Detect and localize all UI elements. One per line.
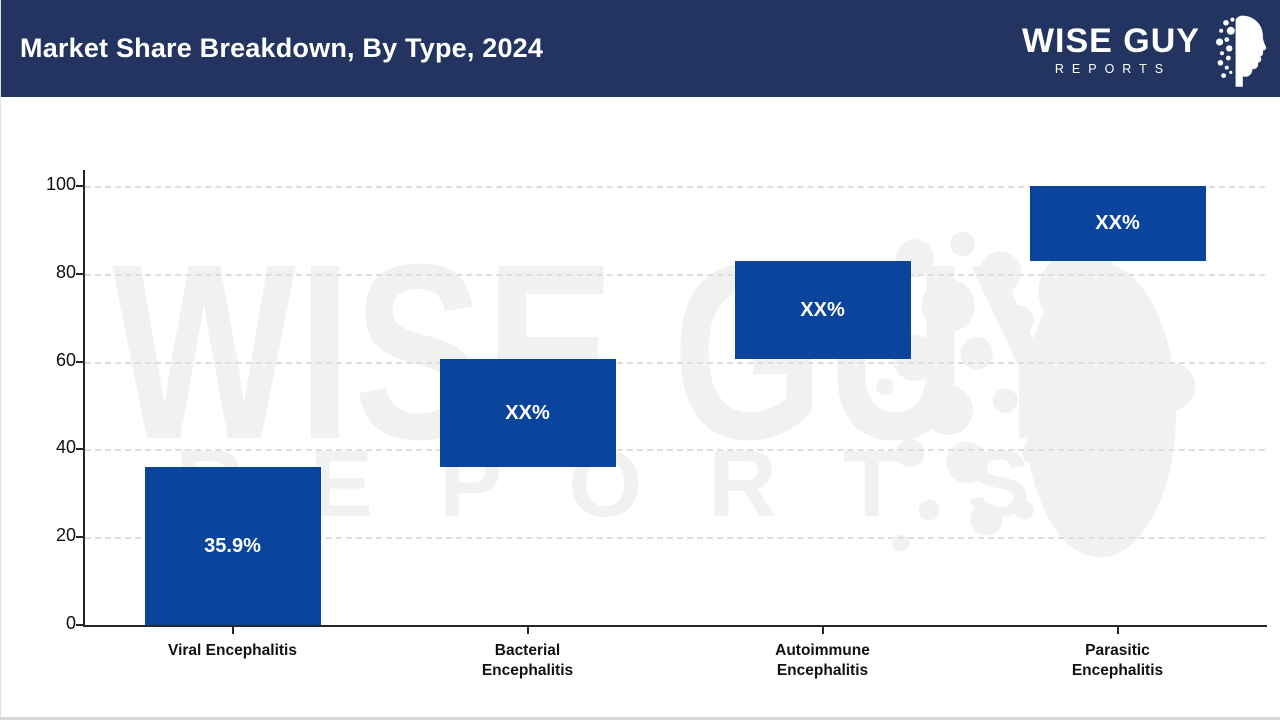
page-left-border (0, 0, 1, 720)
ytick-label-40: 40 (55, 437, 76, 458)
category-label: Viral Encephalitis (168, 642, 297, 659)
wiseguy-logo: WISE GUY REPORTS (1022, 8, 1266, 92)
ytick-label-100: 100 (45, 174, 76, 194)
bar-segment: XX% (1029, 186, 1206, 261)
logo-subtext: REPORTS (1054, 61, 1172, 76)
x-axis-line (83, 625, 1267, 627)
chart-area: WISE GUY REPORTS 35.9% XX% X (0, 97, 1280, 720)
bar-value-label: 35.9% (204, 534, 261, 557)
xtick-mark (231, 627, 234, 634)
gridline-y20 (85, 537, 1265, 540)
page-title: Market Share Breakdown, By Type, 2024 (20, 33, 544, 63)
page-bottom-border (0, 717, 1280, 720)
gridline-y100 (85, 186, 1265, 188)
category-label: Bacterial Encephalitis (481, 642, 574, 679)
bar-value-label: XX% (505, 401, 550, 424)
bar-segment: XX% (734, 260, 911, 360)
plot-area: 35.9% XX% XX% XX% (85, 186, 1265, 625)
xtick-mark (821, 627, 824, 634)
logo-text: WISE GUY REPORTS (1021, 22, 1200, 76)
bar-segment: 35.9% (144, 467, 321, 625)
gridline-y80 (85, 273, 1265, 276)
xtick-mark (526, 627, 529, 634)
header-bar: Market Share Breakdown, By Type, 2024 WI… (0, 0, 1280, 97)
gridline-y40 (85, 449, 1265, 452)
ytick-label-80: 80 (55, 261, 76, 282)
xtick-mark (1116, 627, 1119, 634)
bar-value-label: XX% (1095, 211, 1140, 234)
category-label: Parasitic Encephalitis (1071, 642, 1164, 679)
ytick-label-0: 0 (65, 613, 76, 633)
logo-face-icon (1216, 15, 1266, 87)
ytick-mark-40 (76, 448, 84, 451)
ytick-label-20: 20 (55, 525, 76, 546)
bar-value-label: XX% (800, 298, 845, 321)
y-axis-line (83, 170, 85, 627)
logo-wordmark: WISE GUY (1021, 22, 1200, 61)
ytick-mark-60 (76, 360, 84, 363)
ytick-mark-0 (76, 624, 84, 626)
gridline-y60 (85, 361, 1265, 364)
bar-segment: XX% (439, 359, 616, 468)
ytick-label-60: 60 (55, 349, 76, 370)
category-label: Autoimmune Encephalitis (775, 642, 870, 679)
ytick-mark-20 (76, 536, 84, 539)
ytick-mark-100 (76, 185, 84, 187)
ytick-mark-80 (76, 272, 84, 275)
